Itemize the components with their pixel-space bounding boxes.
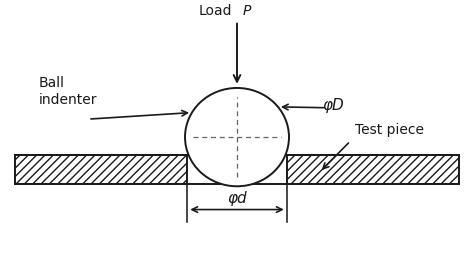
Bar	[15, 155, 187, 184]
Text: Load: Load	[199, 4, 232, 18]
Ellipse shape	[185, 88, 289, 186]
Bar	[287, 155, 459, 184]
Text: φd: φd	[227, 191, 247, 206]
Text: φD: φD	[322, 98, 344, 113]
Text: Test piece: Test piece	[355, 123, 424, 137]
Text: P: P	[243, 4, 251, 18]
Text: Ball
indenter: Ball indenter	[38, 76, 97, 107]
